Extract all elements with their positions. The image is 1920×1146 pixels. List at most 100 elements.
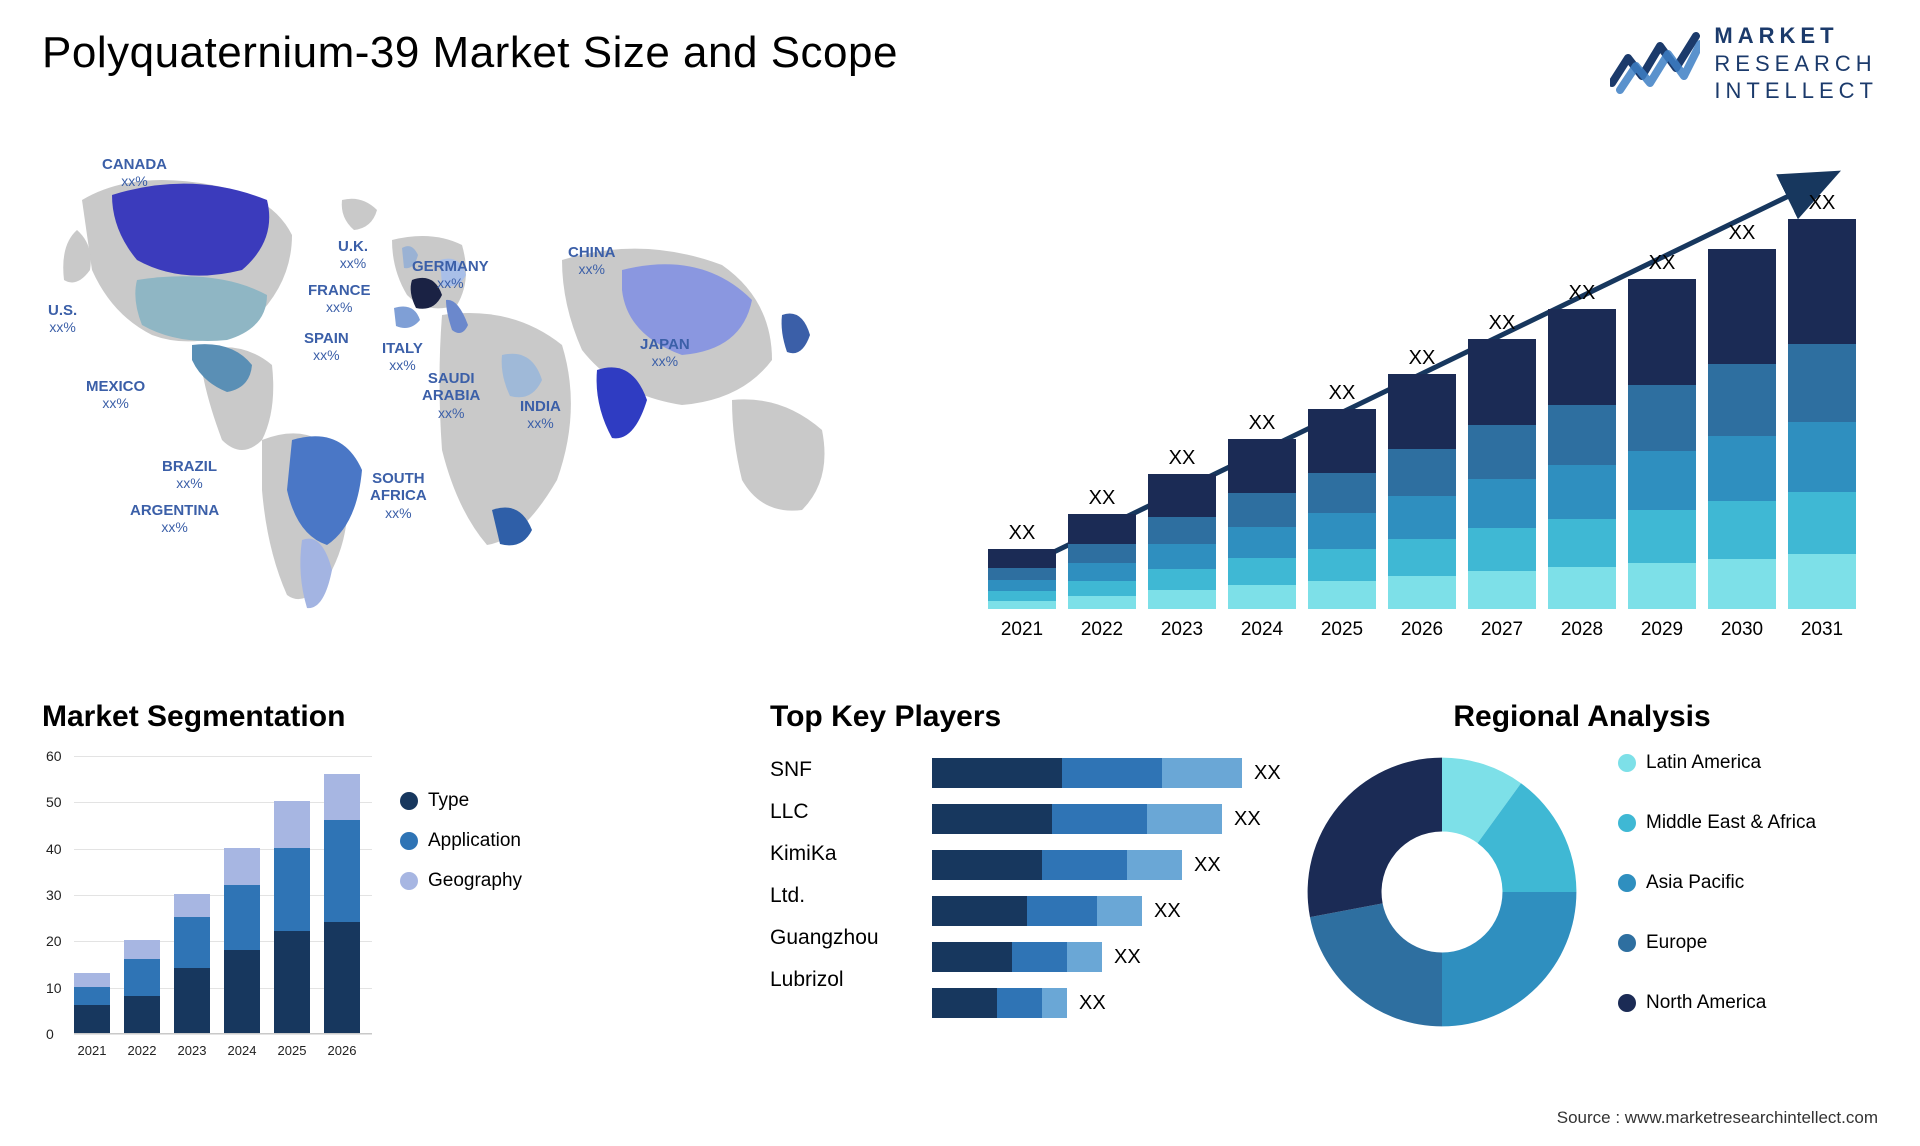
- growth-col-2022: XX: [1068, 487, 1136, 609]
- legend-label: Application: [428, 830, 521, 852]
- players-bars: XX XX XX XX XX XX: [932, 752, 1281, 1018]
- player-name: Guangzhou: [770, 926, 910, 950]
- seg-ytick: 20: [46, 933, 62, 949]
- growth-year-label: 2023: [1148, 619, 1216, 641]
- seg-col-2021: [74, 973, 110, 1033]
- growth-year-label: 2029: [1628, 619, 1696, 641]
- legend-label: Europe: [1646, 932, 1707, 954]
- seg-col-2025: [274, 801, 310, 1033]
- legend-swatch: [1618, 814, 1636, 832]
- regional-legend-item: Europe: [1618, 932, 1816, 954]
- growth-col-2025: XX: [1308, 382, 1376, 609]
- growth-col-2023: XX: [1148, 447, 1216, 609]
- seg-xtick: 2025: [274, 1043, 310, 1058]
- seg-col-2024: [224, 848, 260, 1033]
- growth-col-2026: XX: [1388, 347, 1456, 609]
- growth-col-2029: XX: [1628, 252, 1696, 609]
- player-name: Ltd.: [770, 884, 910, 908]
- player-value: XX: [1234, 808, 1261, 831]
- growth-year-label: 2027: [1468, 619, 1536, 641]
- map-label-france: FRANCExx%: [308, 282, 371, 317]
- regional-donut-chart: [1302, 752, 1582, 1032]
- growth-col-2027: XX: [1468, 312, 1536, 609]
- world-map-panel: CANADAxx% U.S.xx% MEXICOxx% BRAZILxx% ARGENT…: [42, 140, 912, 660]
- legend-swatch: [1618, 754, 1636, 772]
- logo-text: MARKET RESEARCH INTELLECT: [1714, 22, 1878, 105]
- seg-col-2026: [324, 774, 360, 1033]
- legend-label: Asia Pacific: [1646, 872, 1744, 894]
- growth-bar-label: XX: [1249, 412, 1276, 435]
- growth-col-2030: XX: [1708, 222, 1776, 609]
- donut-slice: [1442, 892, 1576, 1026]
- legend-swatch: [400, 792, 418, 810]
- regional-legend-item: Asia Pacific: [1618, 872, 1816, 894]
- player-row: XX: [932, 804, 1281, 834]
- growth-col-2031: XX: [1788, 192, 1856, 609]
- map-label-india: INDIAxx%: [520, 398, 561, 433]
- legend-label: Middle East & Africa: [1646, 812, 1816, 834]
- growth-bar-label: XX: [1169, 447, 1196, 470]
- regional-legend: Latin America Middle East & Africa Asia Pa…: [1618, 752, 1816, 1032]
- player-row: XX: [932, 758, 1281, 788]
- player-name: SNF: [770, 758, 910, 782]
- seg-ytick: 10: [46, 980, 62, 996]
- regional-title: Regional Analysis: [1302, 700, 1862, 734]
- players-title: Top Key Players: [770, 700, 1300, 734]
- players-panel: Top Key Players SNFLLCKimiKaLtd.Guangzho…: [770, 700, 1300, 1090]
- growth-chart-panel: XXXXXXXXXXXXXXXXXXXXXX 20212022202320242…: [982, 155, 1862, 645]
- logo-text-line1: MARKET: [1714, 22, 1878, 50]
- legend-label: Type: [428, 790, 469, 812]
- legend-swatch: [400, 832, 418, 850]
- brand-logo: MARKET RESEARCH INTELLECT: [1610, 22, 1878, 105]
- growth-year-label: 2024: [1228, 619, 1296, 641]
- segmentation-panel: Market Segmentation 0102030405060 202120…: [42, 700, 602, 1090]
- map-label-germany: GERMANYxx%: [412, 258, 489, 293]
- seg-ytick: 50: [46, 794, 62, 810]
- growth-bar-label: XX: [1089, 487, 1116, 510]
- regional-panel: Regional Analysis Latin America Middle Ea…: [1302, 700, 1862, 1090]
- player-name: KimiKa: [770, 842, 910, 866]
- seg-col-2022: [124, 940, 160, 1033]
- map-label-italy: ITALYxx%: [382, 340, 423, 375]
- map-label-mexico: MEXICOxx%: [86, 378, 145, 413]
- seg-xtick: 2023: [174, 1043, 210, 1058]
- seg-xtick: 2024: [224, 1043, 260, 1058]
- seg-legend-item: Application: [400, 830, 522, 852]
- map-label-u-s-: U.S.xx%: [48, 302, 77, 337]
- player-value: XX: [1194, 854, 1221, 877]
- growth-bar-label: XX: [1729, 222, 1756, 245]
- growth-year-label: 2031: [1788, 619, 1856, 641]
- map-label-argentina: ARGENTINAxx%: [130, 502, 219, 537]
- legend-label: Latin America: [1646, 752, 1761, 774]
- map-label-japan: JAPANxx%: [640, 336, 690, 371]
- legend-label: Geography: [428, 870, 522, 892]
- logo-mark-icon: [1610, 28, 1700, 98]
- growth-year-label: 2025: [1308, 619, 1376, 641]
- growth-bar-label: XX: [1409, 347, 1436, 370]
- seg-xtick: 2021: [74, 1043, 110, 1058]
- player-value: XX: [1154, 900, 1181, 923]
- source-text: Source : www.marketresearchintellect.com: [1557, 1108, 1878, 1128]
- legend-swatch: [1618, 994, 1636, 1012]
- map-label-u-k-: U.K.xx%: [338, 238, 368, 273]
- growth-chart: XXXXXXXXXXXXXXXXXXXXXX: [982, 189, 1862, 609]
- seg-legend-item: Geography: [400, 870, 522, 892]
- seg-xtick: 2026: [324, 1043, 360, 1058]
- seg-ytick: 40: [46, 841, 62, 857]
- legend-label: North America: [1646, 992, 1766, 1014]
- donut-slice: [1308, 758, 1442, 918]
- map-japan: [782, 314, 810, 354]
- growth-bar-label: XX: [1649, 252, 1676, 275]
- player-value: XX: [1079, 992, 1106, 1015]
- donut-slice: [1310, 903, 1442, 1026]
- regional-legend-item: North America: [1618, 992, 1816, 1014]
- seg-legend-item: Type: [400, 790, 522, 812]
- growth-bar-label: XX: [1809, 192, 1836, 215]
- map-label-brazil: BRAZILxx%: [162, 458, 217, 493]
- growth-bar-label: XX: [1329, 382, 1356, 405]
- growth-year-label: 2021: [988, 619, 1056, 641]
- map-label-canada: CANADAxx%: [102, 156, 167, 191]
- logo-text-line2: RESEARCH: [1714, 50, 1878, 78]
- logo-text-line3: INTELLECT: [1714, 77, 1878, 105]
- player-row: XX: [932, 942, 1281, 972]
